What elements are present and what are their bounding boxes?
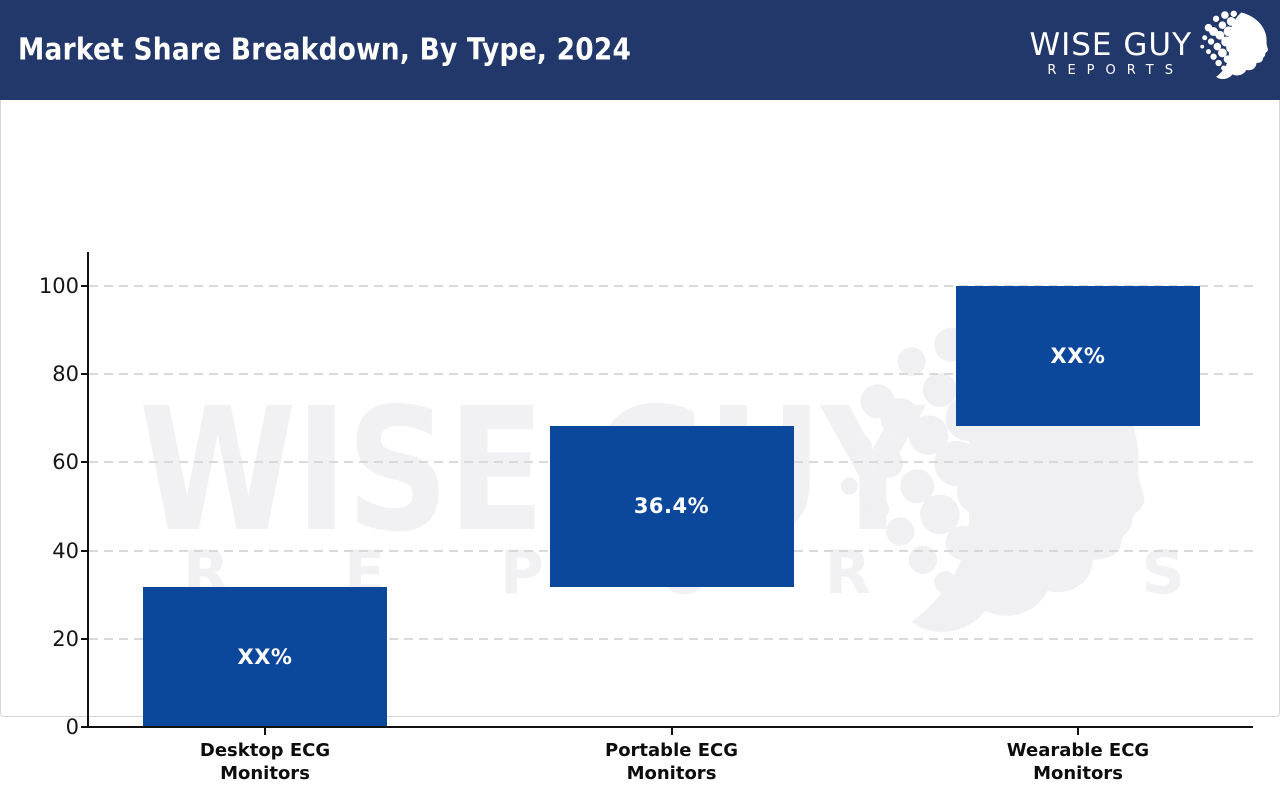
bar-portable: 36.4% [549, 426, 794, 587]
gridline-80 [89, 373, 1253, 376]
x-tick-mark-3 [1077, 728, 1079, 735]
bar-desktop: XX% [143, 586, 387, 727]
y-tick-mark-60 [81, 461, 89, 464]
bar-value-label: XX% [1050, 344, 1106, 369]
x-category-label: Desktop ECG Monitors [199, 740, 331, 784]
y-tick-label-40: 40 [52, 538, 79, 563]
y-tick-mark-100 [81, 285, 89, 287]
chart-card: WISE GUY R E P O R T S 020406080100XX%De… [0, 100, 1280, 784]
y-tick-label-20: 20 [52, 626, 79, 651]
brand-logo-text: WISE GUY REPORTS [1029, 28, 1192, 80]
watermark-text-wiseguy: WISE GUY [139, 372, 925, 570]
x-category-label: Wearable ECG Monitors [1006, 740, 1150, 784]
y-tick-mark-80 [81, 373, 89, 376]
brand-subname: REPORTS [1047, 63, 1185, 78]
header-bar: Market Share Breakdown, By Type, 2024 WI… [0, 0, 1280, 100]
chart-title: Market Share Breakdown, By Type, 2024 [18, 32, 632, 68]
gridline-20 [89, 637, 1253, 640]
y-tick-label-60: 60 [52, 450, 79, 475]
bar-wearable: XX% [956, 286, 1200, 427]
y-tick-mark-40 [81, 549, 89, 552]
brand-name: WISE GUY [1029, 27, 1192, 63]
y-axis-line [87, 252, 89, 727]
x-category-label: Portable ECG Monitors [605, 740, 738, 784]
y-tick-mark-20 [81, 637, 89, 640]
x-tick-mark-2 [670, 728, 673, 735]
y-tick-label-100: 100 [38, 274, 79, 298]
bar-value-label: XX% [237, 644, 293, 669]
x-tick-mark-1 [264, 728, 266, 735]
gridline-100 [89, 285, 1253, 287]
bar-value-label: 36.4% [633, 494, 710, 519]
y-tick-label-0: 0 [65, 715, 79, 739]
y-tick-label-80: 80 [52, 362, 79, 387]
brand-face-icon [1200, 10, 1268, 80]
brand-logo: WISE GUY REPORTS [1029, 10, 1274, 92]
